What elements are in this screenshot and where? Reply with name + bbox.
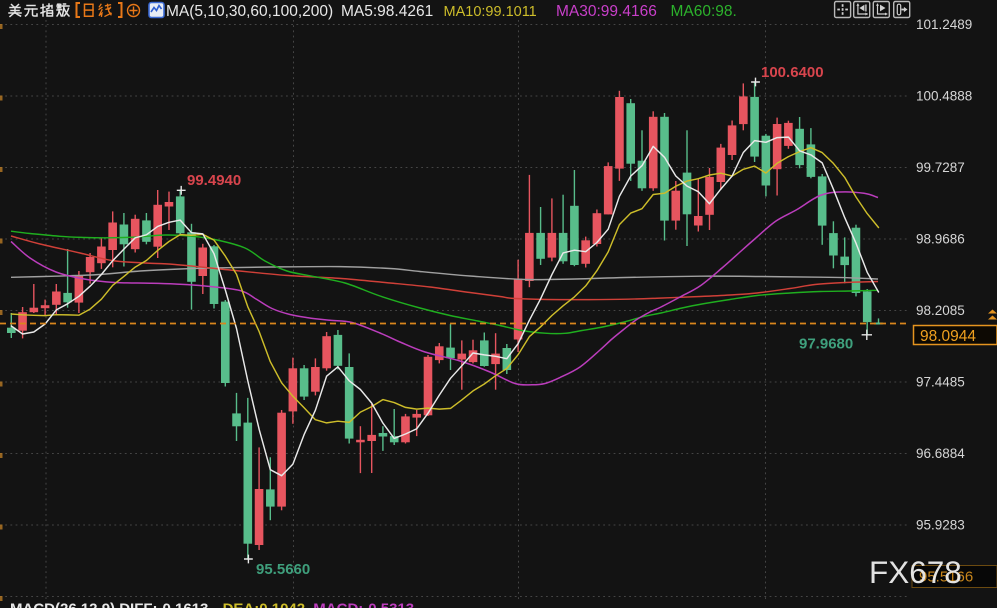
svg-text:95.9283: 95.9283	[916, 518, 965, 533]
svg-text:98.9686: 98.9686	[916, 232, 965, 247]
svg-text:FX678: FX678	[869, 554, 962, 590]
svg-text:100.4888: 100.4888	[916, 89, 972, 104]
svg-text:99.7287: 99.7287	[916, 160, 965, 175]
svg-text:MA10:99.1011: MA10:99.1011	[444, 4, 537, 20]
svg-text:MA(5,10,30,60,100,200): MA(5,10,30,60,100,200)	[166, 3, 333, 20]
svg-text:98.0944: 98.0944	[920, 328, 976, 345]
svg-text:96.6884: 96.6884	[916, 446, 965, 461]
svg-text:MA30:99.4166: MA30:99.4166	[556, 3, 657, 20]
svg-text:MA60:98.: MA60:98.	[671, 3, 737, 20]
svg-text:95.5660: 95.5660	[256, 561, 310, 578]
svg-text:MA5:98.4261: MA5:98.4261	[341, 3, 433, 20]
svg-text:MACD(26,12,9) DIFF:-0.1613 DEA: MACD(26,12,9) DIFF:-0.1613 DEA:0.1042 MA…	[10, 601, 414, 608]
svg-text:97.4485: 97.4485	[916, 375, 965, 390]
svg-text:100.6400: 100.6400	[761, 64, 824, 81]
svg-text:101.2489: 101.2489	[916, 17, 972, 32]
svg-text:97.9680: 97.9680	[799, 336, 853, 353]
svg-text:95.5166: 95.5166	[919, 569, 973, 586]
svg-text:98.2085: 98.2085	[916, 303, 965, 318]
svg-text:99.4940: 99.4940	[187, 172, 241, 189]
